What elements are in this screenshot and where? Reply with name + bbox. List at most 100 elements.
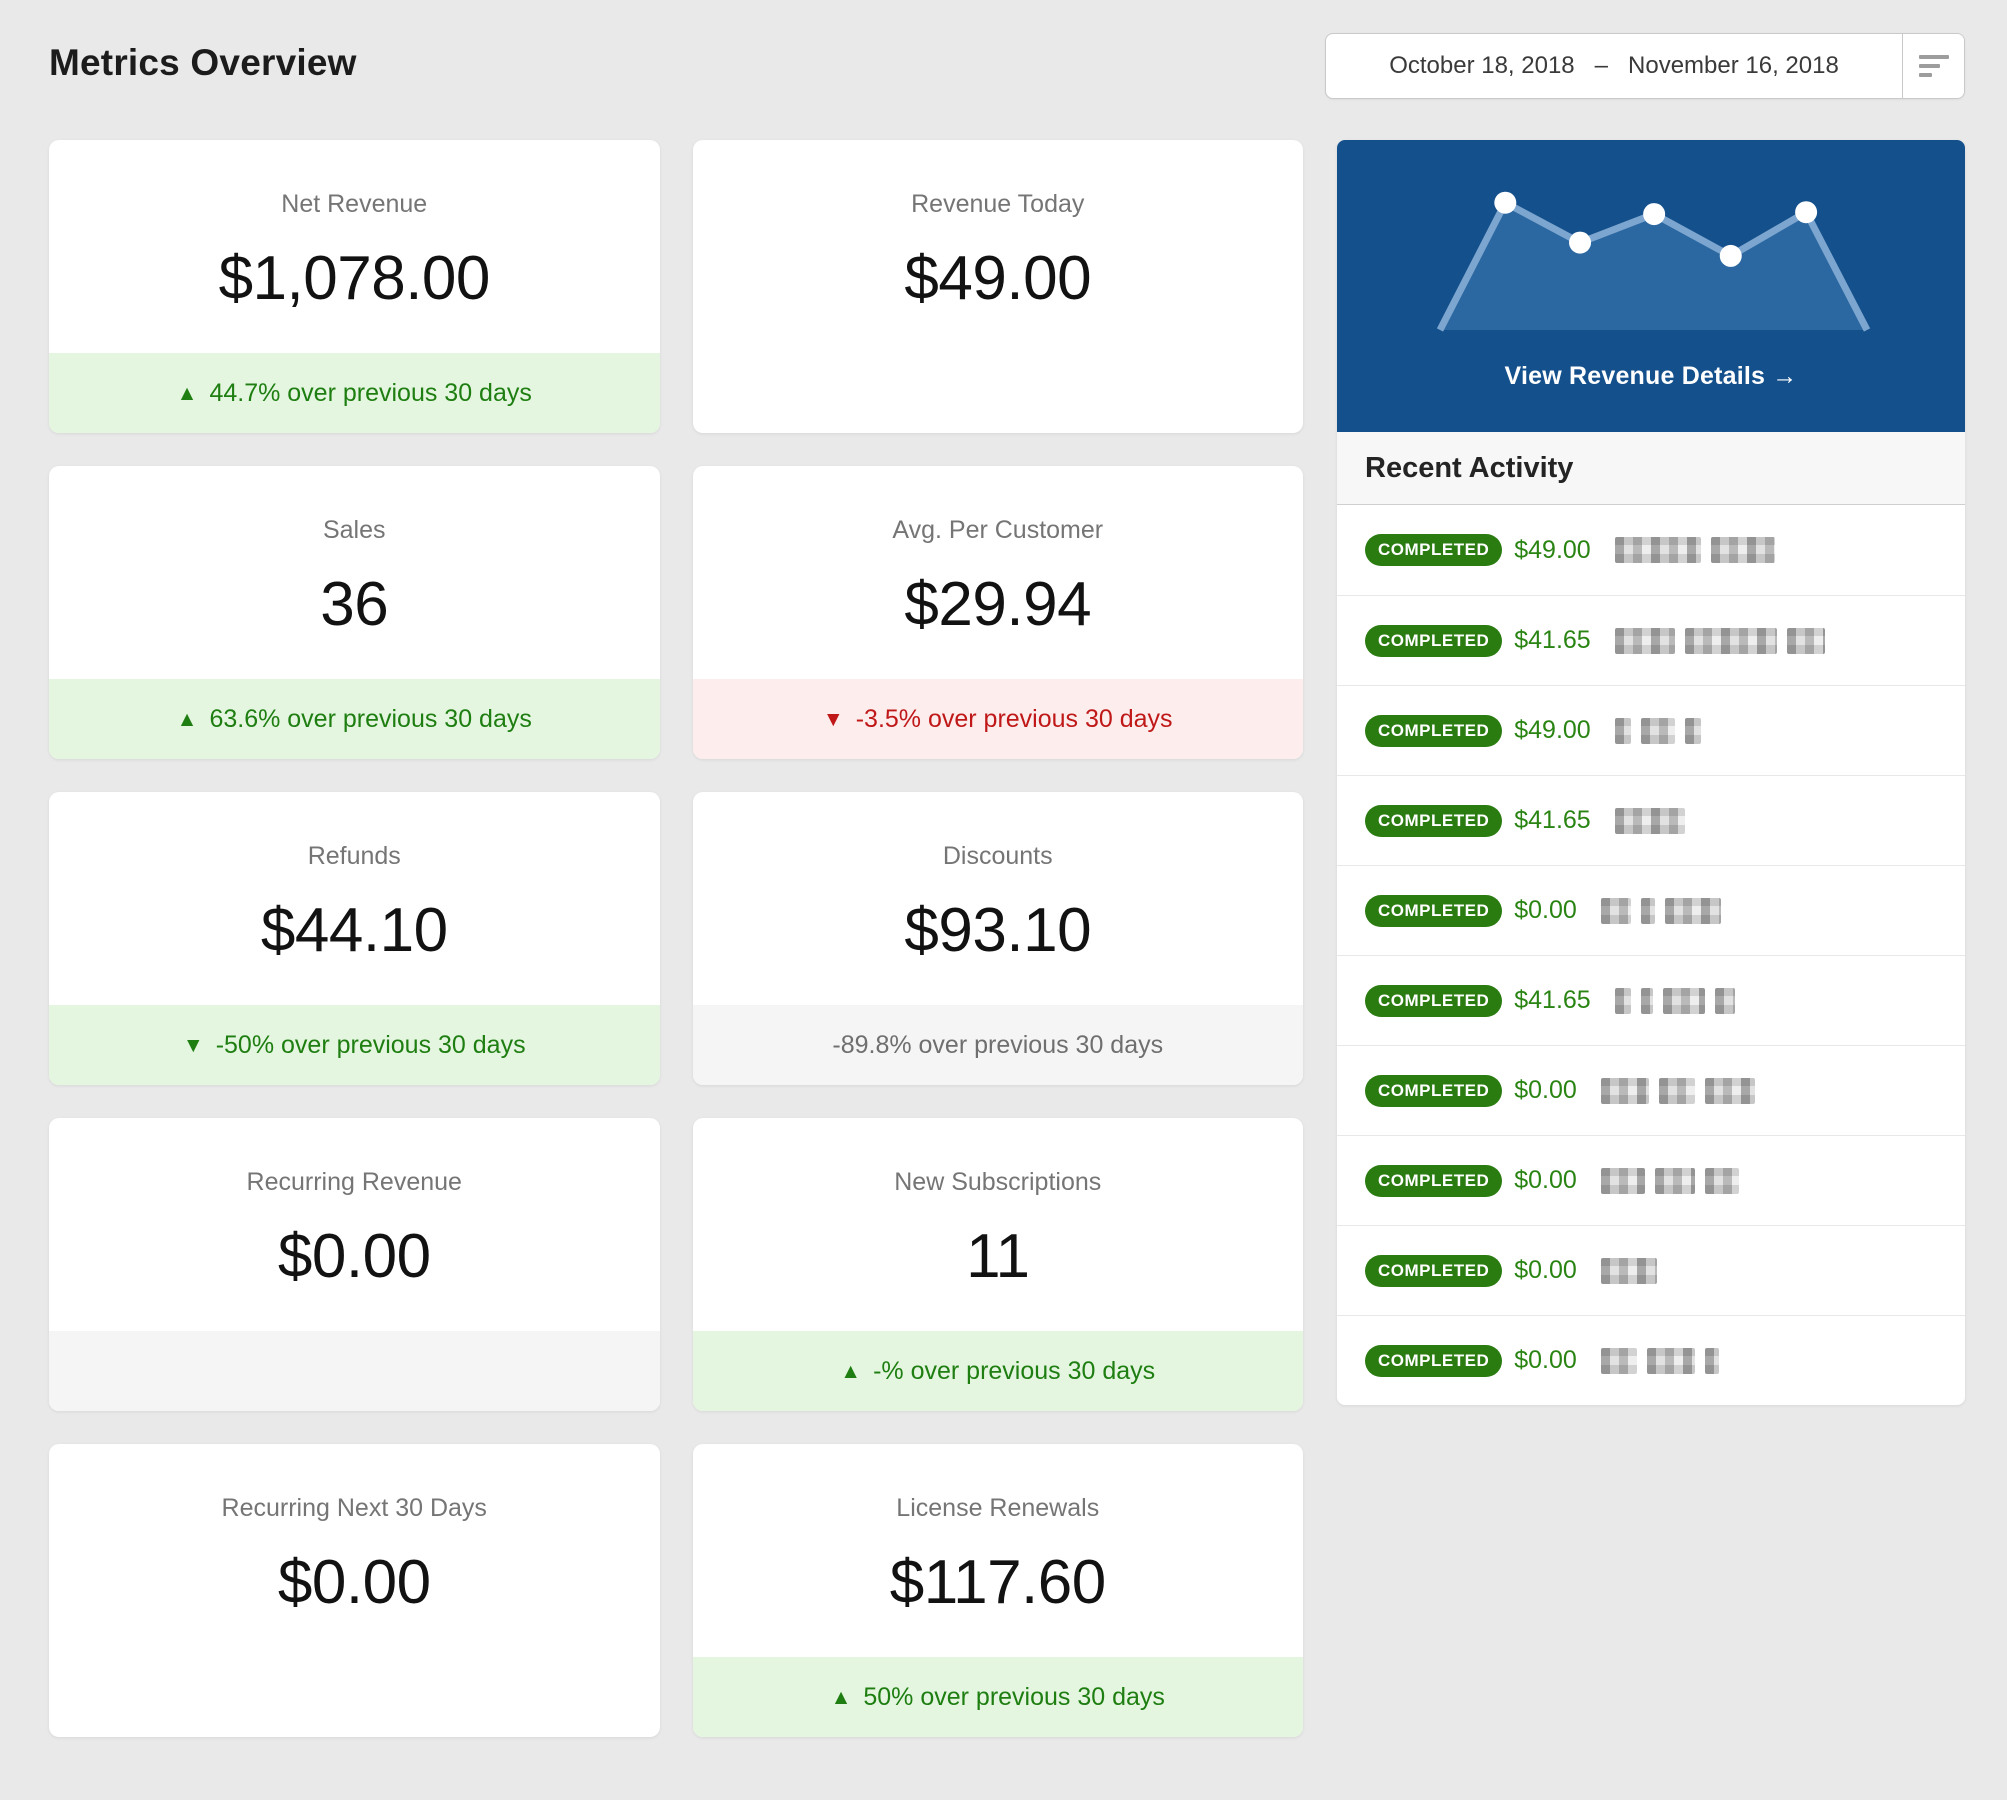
metric-value: $49.00 — [904, 244, 1092, 313]
blur-segment — [1614, 807, 1685, 834]
metric-value: $44.10 — [260, 896, 448, 965]
redacted-customer-name — [1614, 807, 1685, 834]
metric-trend: ▲ -% over previous 30 days — [692, 1331, 1303, 1411]
activity-row[interactable]: COMPLETED $41.65 — [1337, 775, 1965, 865]
filter-button[interactable] — [1902, 34, 1964, 98]
metric-card-recurring-next-30-days: Recurring Next 30 Days $0.00 — [49, 1444, 660, 1737]
redacted-customer-name — [1600, 1347, 1719, 1374]
metric-trend: ▲ 50% over previous 30 days — [692, 1657, 1303, 1737]
redacted-customer-name — [1614, 537, 1775, 563]
trend-text: -89.8% over previous 30 days — [832, 1030, 1164, 1059]
date-range-start: October 18, 2018 — [1389, 52, 1575, 79]
blur-segment — [1600, 1077, 1649, 1104]
status-badge: COMPLETED — [1365, 714, 1503, 747]
activity-amount: $41.65 — [1514, 806, 1591, 834]
date-range-separator: – — [1594, 52, 1609, 79]
redacted-customer-name — [1614, 987, 1735, 1014]
chart-data-point — [1494, 191, 1517, 214]
blur-segment — [1600, 897, 1631, 924]
metric-label: Sales — [322, 516, 386, 544]
blur-segment — [1640, 897, 1655, 924]
blur-segment — [1704, 1077, 1755, 1104]
metric-trend: -89.8% over previous 30 days — [692, 1005, 1303, 1085]
sidebar: View Revenue Details → Recent Activity C… — [1337, 140, 1965, 1405]
activity-amount: $49.00 — [1514, 535, 1591, 564]
redacted-customer-name — [1600, 1077, 1755, 1104]
metric-label: License Renewals — [896, 1494, 1100, 1522]
filter-lines-icon — [1918, 55, 1949, 77]
revenue-sparkline-chart — [1436, 191, 1871, 332]
blur-segment — [1646, 1347, 1695, 1374]
metric-label: Revenue Today — [911, 190, 1085, 218]
activity-list: COMPLETED $49.00 COMPLETED $41.65 COMPLE… — [1337, 505, 1965, 1405]
chart-data-point — [1569, 231, 1592, 254]
date-range-end: November 16, 2018 — [1628, 52, 1839, 79]
metric-card-net-revenue: Net Revenue $1,078.00 ▲ 44.7% over previ… — [49, 140, 660, 433]
trend-text: -3.5% over previous 30 days — [855, 704, 1173, 733]
blur-segment — [1710, 537, 1775, 563]
metric-value: $0.00 — [277, 1222, 431, 1291]
metric-label: Avg. Per Customer — [892, 516, 1104, 544]
metric-value: $1,078.00 — [218, 244, 491, 313]
activity-amount: $0.00 — [1514, 1256, 1577, 1284]
blur-segment — [1640, 987, 1653, 1014]
blur-segment — [1684, 627, 1777, 654]
metric-value: $117.60 — [889, 1548, 1107, 1617]
metric-card-refunds: Refunds $44.10 ▼ -50% over previous 30 d… — [49, 792, 660, 1085]
activity-amount: $0.00 — [1514, 1076, 1577, 1104]
activity-amount: $49.00 — [1514, 716, 1591, 744]
metric-trend: ▼ -3.5% over previous 30 days — [692, 679, 1303, 759]
status-badge: COMPLETED — [1365, 1254, 1503, 1287]
blur-segment — [1614, 627, 1675, 654]
date-range-control[interactable]: October 18, 2018 – November 16, 2018 — [1325, 33, 1965, 99]
blur-segment — [1704, 1167, 1739, 1194]
activity-amount: $0.00 — [1514, 896, 1577, 924]
activity-row[interactable]: COMPLETED $0.00 — [1337, 1135, 1965, 1225]
metric-trend: ▼ -50% over previous 30 days — [49, 1005, 660, 1085]
blur-segment — [1614, 537, 1701, 563]
metric-label: Recurring Next 30 Days — [221, 1494, 487, 1522]
page-title: Metrics Overview — [49, 42, 357, 83]
metric-card-recurring-revenue: Recurring Revenue $0.00 — [49, 1118, 660, 1411]
activity-row[interactable]: COMPLETED $41.65 — [1337, 955, 1965, 1045]
status-badge: COMPLETED — [1365, 894, 1503, 927]
status-badge: COMPLETED — [1365, 1074, 1503, 1107]
status-badge: COMPLETED — [1365, 804, 1503, 837]
activity-row[interactable]: COMPLETED $0.00 — [1337, 1045, 1965, 1135]
chart-data-point — [1643, 203, 1666, 226]
trend-text: 50% over previous 30 days — [863, 1682, 1165, 1711]
metric-label: Recurring Revenue — [246, 1168, 462, 1196]
redacted-customer-name — [1600, 1257, 1657, 1284]
trend-arrow-icon: ▼ — [822, 707, 844, 731]
status-badge: COMPLETED — [1365, 534, 1503, 566]
activity-row[interactable]: COMPLETED $49.00 — [1337, 505, 1965, 595]
blur-segment — [1658, 1077, 1695, 1104]
redacted-customer-name — [1600, 897, 1721, 924]
trend-arrow-icon: ▲ — [840, 1359, 862, 1383]
blur-segment — [1714, 987, 1735, 1014]
metric-trend: ▲ 44.7% over previous 30 days — [49, 353, 660, 433]
view-revenue-details-button[interactable]: View Revenue Details → — [1337, 140, 1965, 432]
metric-value: $93.10 — [904, 896, 1092, 965]
metric-value: $0.00 — [277, 1548, 431, 1617]
activity-row[interactable]: COMPLETED $0.00 — [1337, 865, 1965, 955]
blur-segment — [1786, 627, 1825, 654]
blur-segment — [1600, 1257, 1657, 1284]
activity-row[interactable]: COMPLETED $49.00 — [1337, 685, 1965, 775]
trend-arrow-icon: ▲ — [176, 381, 198, 405]
metric-label: Net Revenue — [281, 190, 428, 218]
metric-trend: ▲ 63.6% over previous 30 days — [49, 679, 660, 759]
metric-value: 36 — [320, 570, 389, 639]
activity-amount: $0.00 — [1514, 1346, 1577, 1374]
blur-segment — [1654, 1167, 1695, 1194]
blur-segment — [1704, 1347, 1719, 1374]
activity-row[interactable]: COMPLETED $0.00 — [1337, 1315, 1965, 1405]
date-range-input[interactable]: October 18, 2018 – November 16, 2018 — [1326, 34, 1902, 98]
activity-row[interactable]: COMPLETED $41.65 — [1337, 595, 1965, 685]
status-badge: COMPLETED — [1365, 624, 1503, 657]
trend-text: 63.6% over previous 30 days — [209, 704, 532, 733]
metric-card-revenue-today: Revenue Today $49.00 — [692, 140, 1303, 433]
trend-arrow-icon: ▲ — [176, 707, 198, 731]
activity-row[interactable]: COMPLETED $0.00 — [1337, 1225, 1965, 1315]
redacted-customer-name — [1614, 627, 1825, 654]
